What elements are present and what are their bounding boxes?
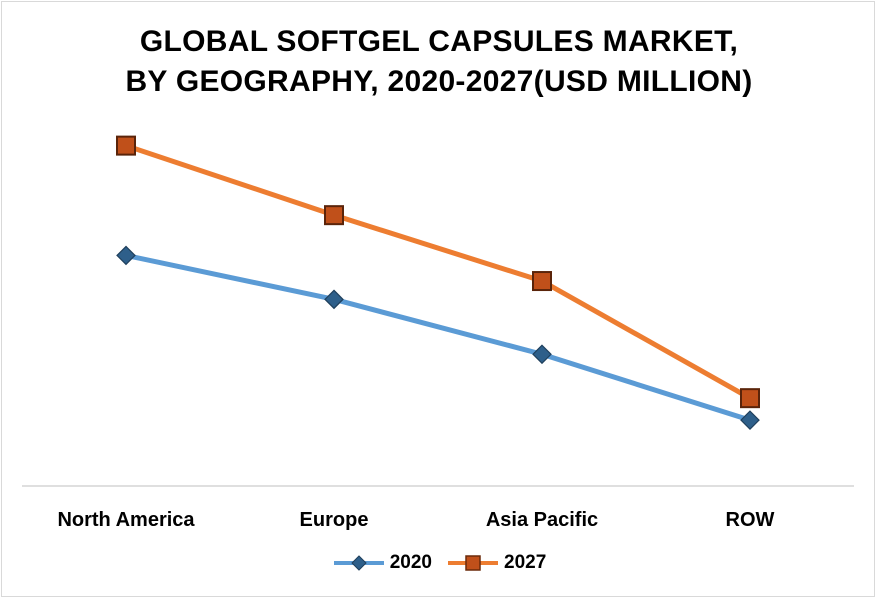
series-layer	[116, 135, 760, 430]
legend-label-2020: 2020	[389, 552, 432, 573]
chart-title: GLOBAL SOFTGEL CAPSULES MARKET, BY GEOGR…	[0, 22, 878, 102]
data-point-2027	[740, 388, 760, 409]
chart-title-line-2: BY GEOGRAPHY, 2020-2027(USD MILLION)	[125, 65, 753, 98]
data-point-2027	[532, 271, 552, 292]
series-line-2027	[125, 143, 752, 401]
category-label: ROW	[726, 509, 775, 531]
legend-swatch-2020	[333, 555, 384, 571]
data-point-2027	[116, 135, 136, 156]
category-label: Asia Pacific	[486, 509, 598, 531]
category-label: North America	[57, 509, 195, 531]
data-point-2020	[532, 344, 552, 365]
data-point-2020	[740, 410, 760, 430]
category-labels: North America Europe Asia Pacific ROW	[57, 509, 774, 531]
data-point-2027	[324, 205, 344, 226]
data-point-2020	[324, 289, 344, 310]
data-point-2020	[116, 245, 136, 266]
chart-title-line-1: GLOBAL SOFTGEL CAPSULES MARKET,	[139, 25, 739, 58]
series-line-2020	[125, 252, 751, 423]
legend-item-2027: 2027	[446, 552, 546, 574]
legend-label-2027: 2027	[504, 552, 547, 573]
category-label: Europe	[300, 509, 369, 531]
legend-swatch-2027	[448, 555, 498, 571]
legend: 2020 2027	[0, 552, 878, 574]
series-2027	[116, 135, 760, 409]
legend-item-2020: 2020	[332, 552, 432, 574]
series-2020	[116, 245, 760, 430]
